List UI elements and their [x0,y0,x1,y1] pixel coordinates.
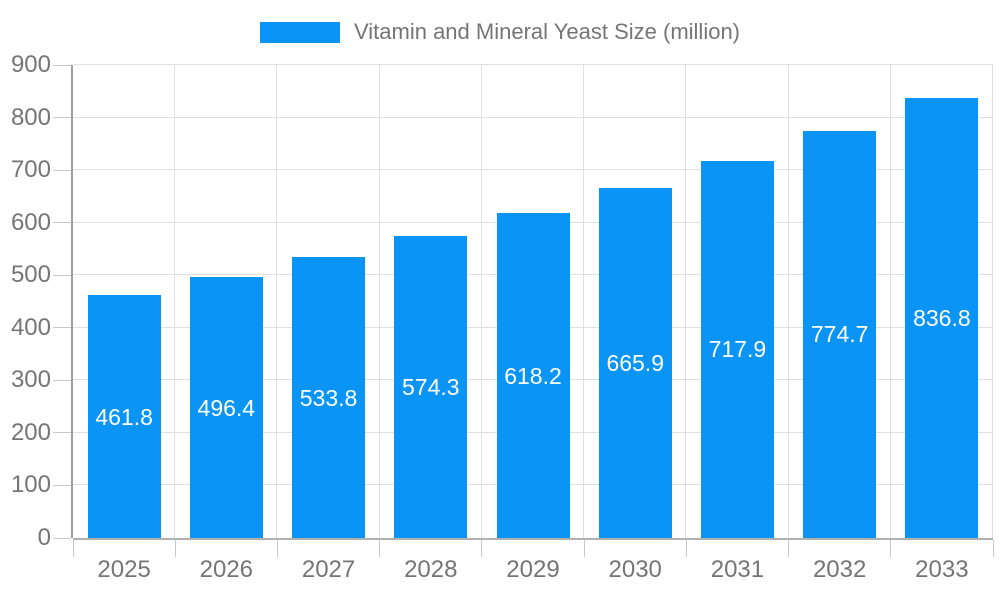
bar[interactable] [905,98,979,538]
gridline-vertical [583,65,585,538]
x-axis-tick [788,540,790,557]
x-axis-category-label: 2027 [301,556,356,583]
gridline-vertical [378,65,380,538]
gridline-vertical [685,65,687,538]
y-axis-tick-label: 700 [10,156,51,184]
y-axis-tick [53,222,71,224]
y-axis-tick [53,169,71,171]
bar[interactable] [87,295,161,538]
bar[interactable] [598,188,672,538]
bar[interactable] [189,277,263,538]
y-axis-tick-label: 100 [10,471,51,499]
gridline-horizontal [73,169,993,171]
x-axis-tick [685,540,687,557]
x-axis-category-label: 2026 [199,556,254,583]
x-axis-category-label: 2028 [404,556,458,583]
y-axis-tick-label: 900 [10,51,51,78]
x-axis-tick [583,540,585,557]
x-axis-tick [174,540,176,557]
gridline-horizontal [73,116,993,118]
gridline-horizontal [73,64,993,65]
gridline-vertical [480,65,482,538]
gridline-vertical [992,65,993,538]
x-axis-category-label: 2025 [97,556,151,583]
y-axis-tick [53,537,71,539]
y-axis-tick-label: 800 [10,103,51,131]
x-axis-tick [72,540,74,557]
y-axis-tick [53,117,71,119]
gridline-vertical [787,65,789,538]
x-axis-tick [992,540,994,557]
y-axis-tick [53,432,71,434]
x-axis-category-label: 2031 [710,556,765,583]
legend-swatch [260,21,340,43]
x-axis-tick [481,540,483,557]
y-axis-tick [53,484,71,486]
bar[interactable] [394,236,468,538]
y-axis-tick-label: 400 [10,313,51,341]
bar[interactable] [292,257,366,538]
x-axis-tick [890,540,892,557]
plot-area: 0 100 200 300 400 500 600 700 800 900 461.8 2025 496… [11,52,994,583]
y-axis-tick-label: 300 [10,366,51,394]
legend-label: Vitamin and Mineral Yeast Size (million) [354,19,740,44]
x-axis-tick [276,540,278,557]
bar[interactable] [700,160,774,538]
y-axis-tick-label: 200 [10,418,51,446]
x-axis-tick [379,540,381,557]
y-axis-tick-label: 600 [10,208,51,236]
gridline-vertical [276,65,278,538]
y-axis-line [71,65,73,538]
x-axis-category-label: 2030 [608,556,662,583]
gridline-vertical [889,65,891,538]
legend[interactable]: Vitamin and Mineral Yeast Size (million) [0,18,1000,46]
x-axis-category-label: 2032 [812,556,867,583]
gridline-vertical [174,65,176,538]
bar[interactable] [803,130,877,538]
y-axis-tick [53,274,71,276]
y-axis-tick-label: 0 [37,524,51,551]
y-axis-tick-label: 500 [10,261,51,289]
x-axis-category-label: 2033 [915,556,969,583]
y-axis-tick [53,64,71,66]
x-axis-line [73,538,993,540]
y-axis-tick [53,327,71,329]
bar[interactable] [496,213,570,538]
x-axis-category-label: 2029 [506,556,560,583]
y-axis-tick [53,379,71,381]
